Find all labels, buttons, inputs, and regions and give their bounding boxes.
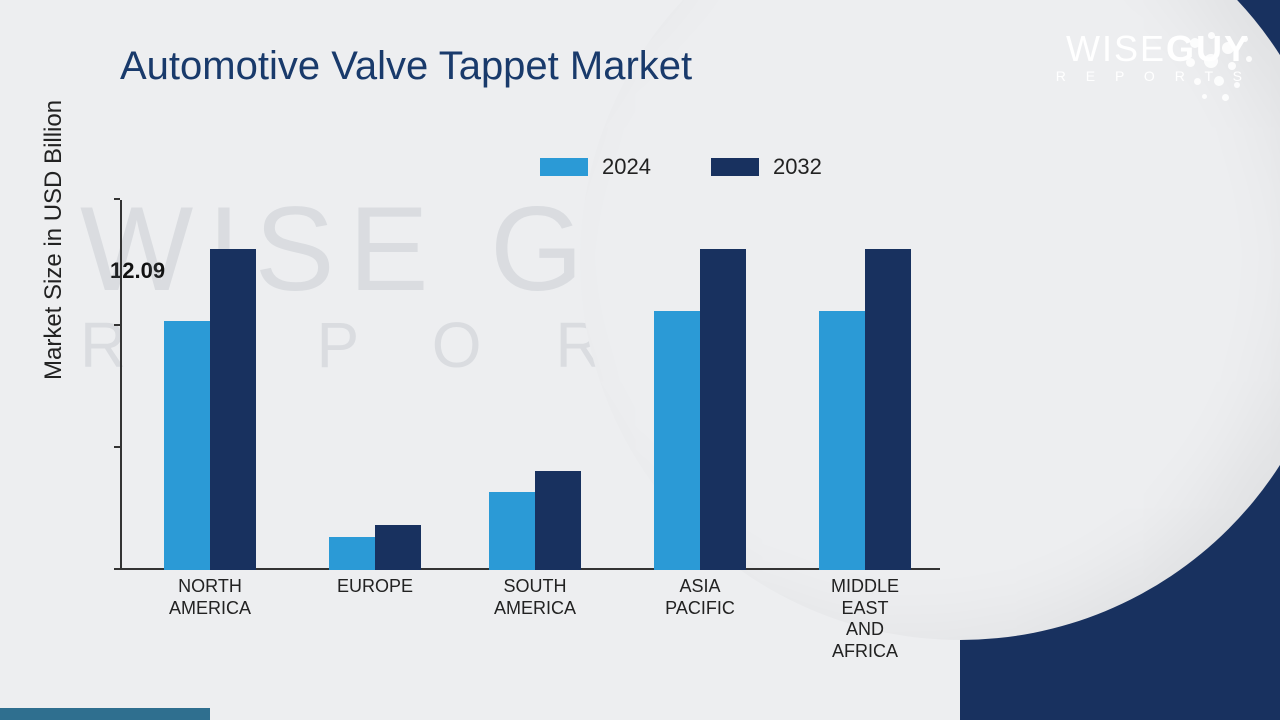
category-label: MIDDLEEASTANDAFRICA [795, 576, 935, 662]
legend-swatch-2024 [540, 158, 588, 176]
y-tick [114, 198, 120, 200]
y-tick [114, 568, 120, 570]
legend-item-2024: 2024 [540, 154, 651, 180]
category-label: EUROPE [305, 576, 445, 598]
page-root: WISEGUY R E P O R T S Automotive Valve T… [0, 0, 1280, 720]
legend-swatch-2032 [711, 158, 759, 176]
category-label: ASIAPACIFIC [630, 576, 770, 619]
bar-2032 [375, 525, 421, 570]
y-axis-line [120, 200, 122, 570]
legend-label-2032: 2032 [773, 154, 822, 180]
category-label: SOUTHAMERICA [465, 576, 605, 619]
bar-2024 [654, 311, 700, 570]
bar-2032 [865, 249, 911, 570]
legend: 2024 2032 [540, 154, 822, 180]
bar-2024 [489, 492, 535, 570]
bar-2032 [700, 249, 746, 570]
legend-label-2024: 2024 [602, 154, 651, 180]
bar-2024 [164, 321, 210, 570]
y-tick [114, 324, 120, 326]
category-label: NORTHAMERICA [140, 576, 280, 619]
bar-2032 [535, 471, 581, 570]
bar-2024 [329, 537, 375, 570]
bar-2032 [210, 249, 256, 570]
footer-accent-bar [0, 708, 210, 720]
y-tick [114, 446, 120, 448]
plot-area [120, 200, 940, 570]
brand-head-icon [1182, 32, 1262, 112]
legend-item-2032: 2032 [711, 154, 822, 180]
bar-2024 [819, 311, 865, 570]
chart-title: Automotive Valve Tappet Market [120, 44, 692, 89]
y-axis-label: Market Size in USD Billion [40, 100, 68, 380]
brand-word-1: WISE [1066, 28, 1166, 69]
